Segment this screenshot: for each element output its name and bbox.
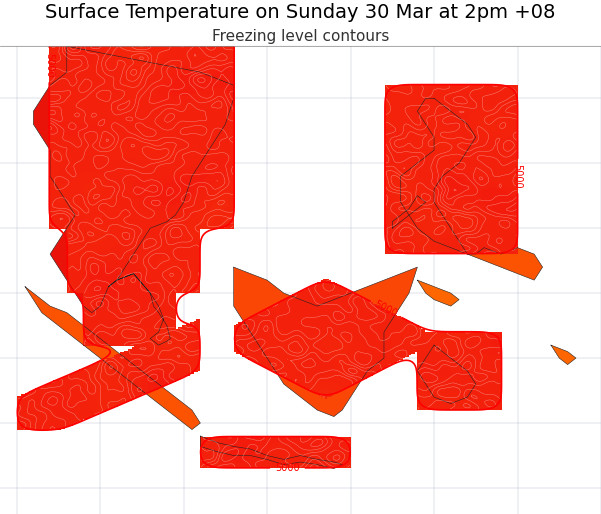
Polygon shape bbox=[551, 345, 576, 364]
Polygon shape bbox=[234, 267, 417, 416]
Text: 5000: 5000 bbox=[513, 164, 523, 189]
Polygon shape bbox=[417, 280, 459, 306]
Text: 5000: 5000 bbox=[275, 463, 300, 473]
Polygon shape bbox=[401, 98, 476, 254]
Text: Freezing level contours: Freezing level contours bbox=[212, 29, 389, 44]
Polygon shape bbox=[109, 273, 170, 345]
Polygon shape bbox=[392, 196, 426, 228]
Text: Surface Temperature on Sunday 30 Mar at 2pm +08: Surface Temperature on Sunday 30 Mar at … bbox=[45, 4, 556, 23]
Polygon shape bbox=[200, 436, 342, 469]
Polygon shape bbox=[25, 287, 200, 430]
Polygon shape bbox=[468, 248, 543, 280]
Polygon shape bbox=[34, 46, 234, 313]
Text: 5000: 5000 bbox=[44, 53, 54, 77]
Polygon shape bbox=[417, 345, 476, 403]
Text: 5000: 5000 bbox=[373, 299, 399, 319]
